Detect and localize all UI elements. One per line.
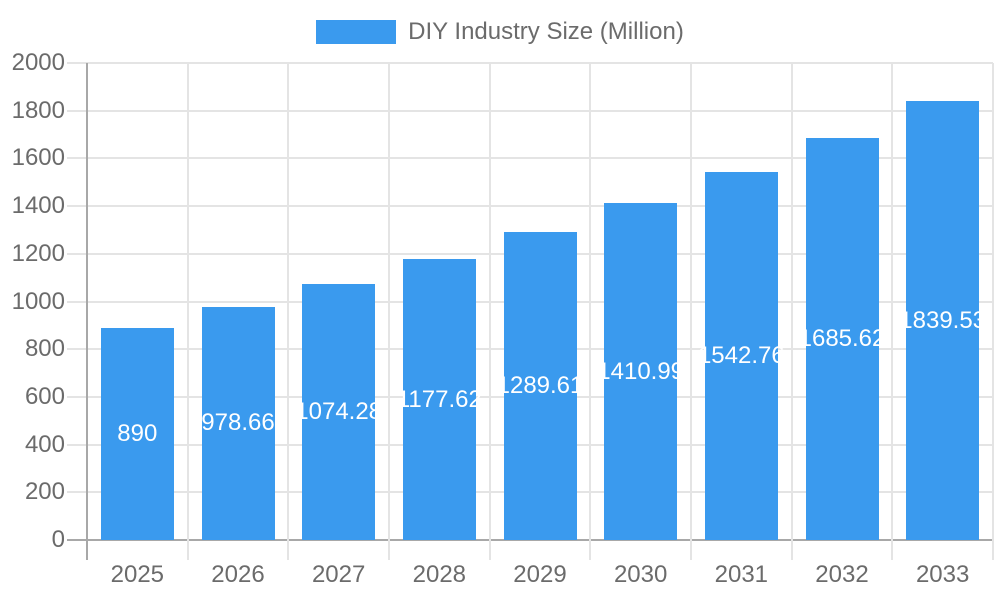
y-axis-label-1400: 1400 [11,192,65,220]
x-axis-label-2025: 2025 [110,561,165,588]
bar-value-label-2032: 1685.62 [798,324,886,352]
bar-value-label-2030: 1410.99 [597,357,685,385]
x-axis-label-2029: 2029 [513,561,567,588]
x-tick-8 [891,540,894,560]
x-tick-9 [992,540,994,560]
bar-2028[interactable] [402,259,476,540]
bar-2025[interactable] [100,327,174,540]
bar-value-label-2029: 1289.61 [496,372,584,400]
bar-2029[interactable] [503,232,577,540]
y-axis-label-1000: 1000 [11,287,65,315]
x-tick-5 [589,540,592,560]
x-axis-label-2032: 2032 [815,561,869,588]
bar-value-label-2028: 1177.62 [396,385,482,413]
y-axis-label-1800: 1800 [11,96,65,124]
y-axis-label-1600: 1600 [11,144,65,172]
gridline-v-5 [589,63,592,540]
gridline-v-7 [790,63,793,540]
x-tick-4 [488,540,491,560]
gridline-h-2000 [87,62,993,64]
y-tick-200 [67,491,87,494]
y-axis-label-400: 400 [24,430,65,458]
x-axis-label-2028: 2028 [412,561,467,588]
bar-value-label-2031: 1542.76 [697,342,785,370]
bar-2031[interactable] [704,172,778,540]
y-tick-600 [67,395,87,398]
y-tick-1800 [67,109,87,112]
x-axis-label-2027: 2027 [311,561,366,588]
gridline-h-1400 [87,205,993,208]
bar-2030[interactable] [604,203,678,540]
gridline-v-3 [388,63,390,540]
y-axis-label-600: 600 [24,382,65,410]
y-tick-400 [67,443,87,446]
gridline-h-1800 [87,109,993,112]
gridline-v-0 [86,63,88,540]
gridline-v-1 [186,63,189,540]
y-tick-1600 [67,157,87,160]
gridline-h-0 [87,539,993,541]
y-axis-label-200: 200 [24,478,65,506]
bar-value-label-2027: 1074.28 [295,397,383,425]
gridline-h-1600 [87,157,993,160]
bar-2027[interactable] [302,283,376,540]
y-axis-label-1200: 1200 [11,239,65,267]
x-tick-7 [790,540,793,560]
bar-2033[interactable] [906,101,980,540]
bar-2026[interactable] [201,306,275,540]
y-tick-1400 [67,205,87,208]
x-tick-1 [186,540,189,560]
gridline-v-8 [891,63,894,540]
gridline-v-9 [992,63,994,540]
x-axis-label-2030: 2030 [613,561,668,588]
y-tick-1200 [67,252,87,255]
y-tick-0 [67,539,87,541]
x-axis-label-2031: 2031 [714,561,769,588]
legend[interactable]: DIY Industry Size (Million) [0,18,1000,46]
y-tick-800 [67,348,87,351]
x-tick-0 [86,540,88,560]
y-axis-label-0: 0 [51,526,65,553]
legend-swatch-icon [316,20,397,44]
gridline-v-4 [488,63,491,540]
x-tick-2 [287,540,290,560]
x-tick-6 [690,540,692,560]
bar-2032[interactable] [805,137,879,540]
x-axis-label-2033: 2033 [915,561,970,588]
x-tick-3 [388,540,390,560]
gridline-v-2 [287,63,290,540]
bar-value-label-2033: 1839.53 [899,306,987,334]
x-axis-label-2026: 2026 [211,561,265,588]
y-tick-2000 [67,62,87,64]
bar-value-label-2026: 978.66 [201,409,275,437]
y-axis-label-800: 800 [24,335,65,363]
gridline-v-6 [690,63,692,540]
bar-value-label-2025: 890 [117,419,158,447]
y-axis-label-2000: 2000 [11,49,65,76]
legend-label: DIY Industry Size (Million) [408,18,684,45]
y-tick-1000 [67,300,87,303]
